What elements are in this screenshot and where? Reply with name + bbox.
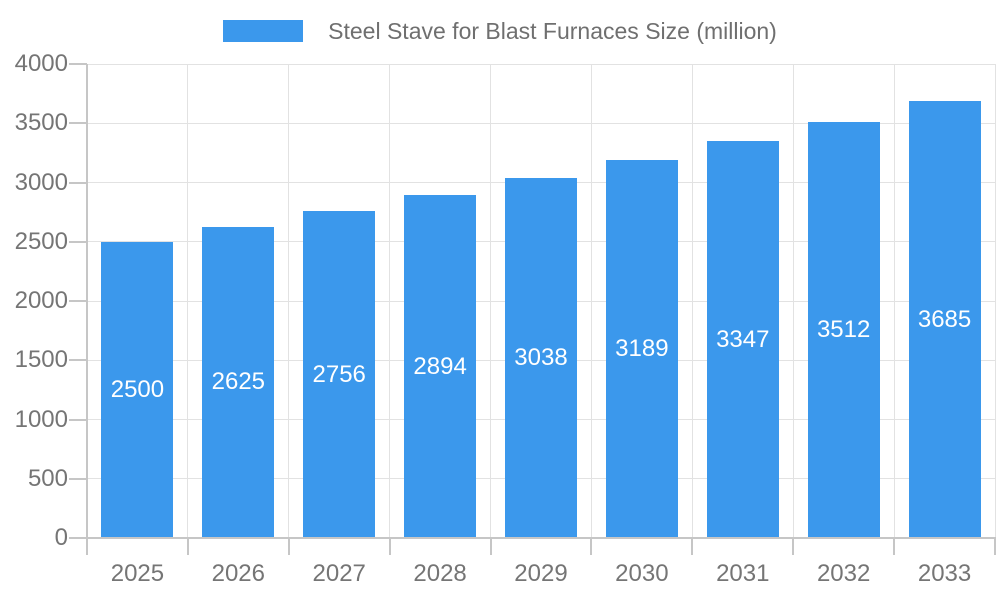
x-gridline <box>691 64 693 538</box>
y-axis-line <box>86 64 88 555</box>
x-gridline <box>288 64 290 538</box>
x-gridline <box>792 64 794 538</box>
y-tick-label: 4000 <box>14 50 68 77</box>
bar-value-label: 2756 <box>312 360 366 388</box>
bar-value-label: 3512 <box>816 315 871 343</box>
x-tick <box>590 538 593 555</box>
x-gridline <box>994 64 996 538</box>
bar-value-label: 3189 <box>615 335 669 363</box>
x-tick-label: 2033 <box>917 560 972 587</box>
bar-2030[interactable]: 3189 <box>605 160 678 538</box>
y-gridline <box>87 122 995 124</box>
bar-value-label: 2625 <box>211 368 266 396</box>
bar-value-label: 2894 <box>413 352 467 380</box>
x-tick <box>792 538 795 555</box>
y-tick-label: 3500 <box>14 109 68 137</box>
bar-value-label: 2500 <box>110 375 165 403</box>
x-tick <box>287 538 290 555</box>
bar-2029[interactable]: 3038 <box>505 177 577 538</box>
y-tick <box>69 418 87 421</box>
y-tick-label: 2000 <box>14 287 68 314</box>
bar-value-label: 3347 <box>716 325 770 353</box>
bar-2032[interactable]: 3512 <box>807 121 880 538</box>
x-gridline <box>490 64 492 538</box>
x-tick-label: 2027 <box>312 560 366 587</box>
y-tick-label: 3000 <box>14 168 68 196</box>
x-tick-label: 2032 <box>816 560 871 587</box>
x-tick <box>186 538 189 555</box>
x-tick <box>893 538 896 555</box>
x-gridline <box>389 64 391 538</box>
x-gridline <box>590 64 592 538</box>
y-tick <box>69 240 87 243</box>
legend[interactable]: Steel Stave for Blast Furnaces Size (mil… <box>0 14 1000 48</box>
x-gridline <box>187 64 189 538</box>
y-tick <box>69 63 87 65</box>
y-tick <box>69 537 87 539</box>
x-tick-label: 2028 <box>413 560 467 587</box>
y-tick <box>69 181 87 184</box>
y-tick <box>69 122 87 125</box>
bar-2027[interactable]: 2756 <box>303 211 376 538</box>
x-tick <box>691 538 694 555</box>
x-tick <box>994 538 996 555</box>
y-tick <box>69 477 87 480</box>
x-axis-line <box>86 537 996 539</box>
x-gridline <box>893 64 895 538</box>
y-tick-label: 2500 <box>14 227 68 255</box>
y-tick-label: 1000 <box>14 405 68 433</box>
bar-value-label: 3038 <box>514 343 568 371</box>
bar-2031[interactable]: 3347 <box>706 141 779 538</box>
bar-value-label: 3685 <box>917 305 972 333</box>
x-tick-label: 2026 <box>211 560 265 587</box>
x-tick-label: 2029 <box>514 560 568 587</box>
bar-2028[interactable]: 2894 <box>404 195 477 538</box>
legend-swatch <box>223 20 304 42</box>
x-tick <box>388 538 391 555</box>
bar-2033[interactable]: 3685 <box>908 101 981 538</box>
y-tick-label: 1500 <box>14 346 68 374</box>
y-tick <box>69 359 87 362</box>
bar-2026[interactable]: 2625 <box>202 226 275 538</box>
x-tick-label: 2031 <box>716 560 770 587</box>
legend-label: Steel Stave for Blast Furnaces Size (mil… <box>328 17 777 44</box>
y-tick-label: 0 <box>54 524 68 551</box>
x-tick-label: 2030 <box>615 560 669 587</box>
x-tick <box>489 538 492 555</box>
y-tick <box>69 300 87 302</box>
y-tick-label: 500 <box>27 464 68 492</box>
x-tick-label: 2025 <box>110 560 165 587</box>
bar-2025[interactable]: 2500 <box>101 241 174 538</box>
y-gridline <box>87 63 995 65</box>
